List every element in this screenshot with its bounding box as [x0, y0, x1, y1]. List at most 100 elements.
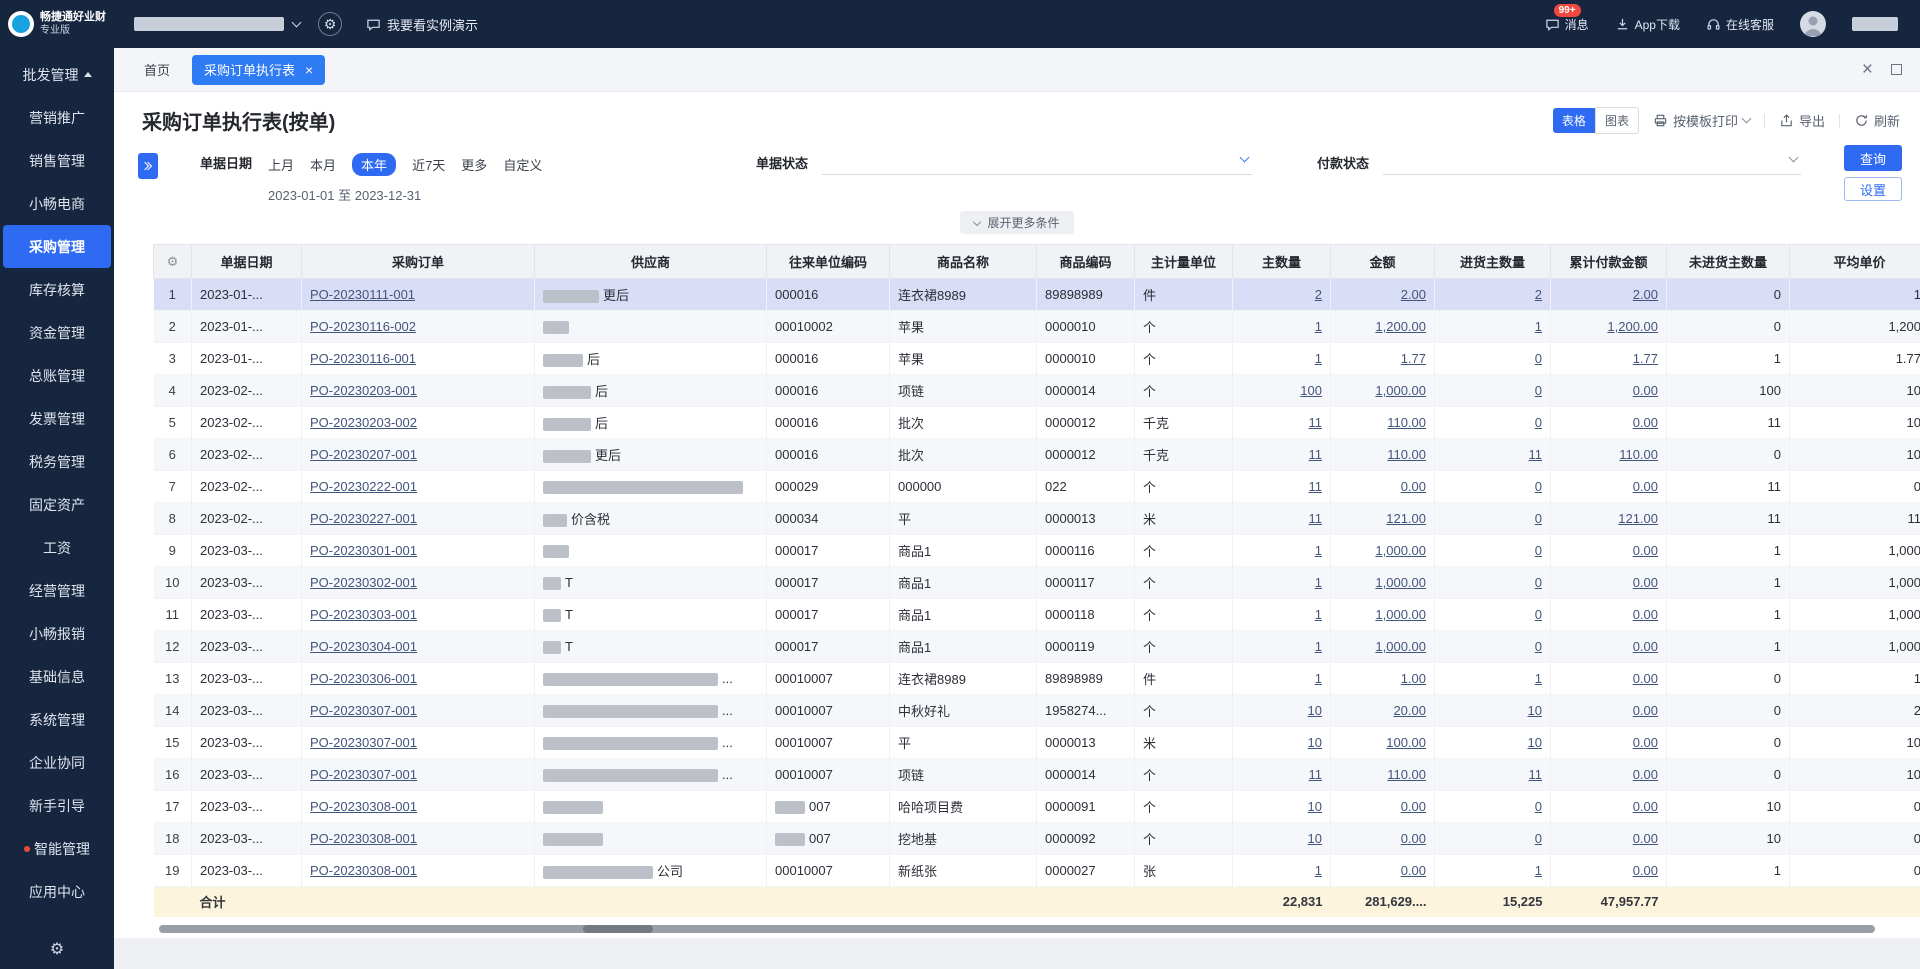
chart-view-button[interactable]: 图表 — [1594, 107, 1639, 134]
date-option-2[interactable]: 本月 — [310, 158, 337, 173]
qty-link[interactable]: 1 — [1314, 863, 1322, 878]
column-header-2[interactable]: 采购订单 — [301, 244, 535, 279]
paid-link[interactable]: 0.00 — [1632, 799, 1658, 814]
column-header-11[interactable]: 累计付款金额 — [1550, 244, 1667, 279]
in-qty-link[interactable]: 1 — [1534, 863, 1542, 878]
pay-status-select[interactable] — [1383, 152, 1802, 175]
in-qty-link[interactable]: 0 — [1534, 639, 1542, 654]
date-range[interactable]: 2023-01-01 至 2023-12-31 — [268, 188, 422, 203]
paid-link[interactable]: 121.00 — [1618, 511, 1658, 526]
column-settings-gear-icon[interactable]: ⚙ — [153, 244, 192, 279]
sidebar-item-5[interactable]: 采购管理 — [3, 225, 111, 268]
grid-row-1[interactable]: 1 2023-01-... PO-20230111-001 更后 000016 连衣裙89… — [153, 278, 1920, 311]
in-qty-link[interactable]: 0 — [1534, 831, 1542, 846]
grid-row-9[interactable]: 9 2023-03-... PO-20230301-001 000017 商品1 0000… — [153, 534, 1920, 567]
qty-link[interactable]: 11 — [1308, 511, 1323, 526]
column-header-5[interactable]: 商品名称 — [889, 244, 1037, 279]
in-qty-link[interactable]: 0 — [1534, 575, 1542, 590]
in-qty-link[interactable]: 1 — [1534, 671, 1542, 686]
po-link[interactable]: PO-20230302-001 — [310, 575, 417, 590]
amount-link[interactable]: 110.00 — [1387, 415, 1426, 430]
sidebar-item-8[interactable]: 总账管理 — [3, 354, 111, 397]
paid-link[interactable]: 0.00 — [1632, 671, 1658, 686]
amount-link[interactable]: 2.00 — [1400, 287, 1426, 302]
po-link[interactable]: PO-20230111-001 — [310, 287, 416, 302]
po-link[interactable]: PO-20230307-001 — [310, 767, 417, 782]
amount-link[interactable]: 121.00 — [1386, 511, 1426, 526]
date-option-4[interactable]: 近7天 — [412, 158, 446, 173]
table-view-button[interactable]: 表格 — [1552, 108, 1595, 133]
grid-row-11[interactable]: 11 2023-03-... PO-20230303-001 T 000017 商品1 00… — [153, 598, 1920, 631]
date-option-5[interactable]: 更多 — [461, 158, 488, 173]
tab-home[interactable]: 首页 — [144, 63, 171, 78]
in-qty-link[interactable]: 0 — [1534, 415, 1542, 430]
collapse-filter-button[interactable] — [138, 153, 158, 179]
po-link[interactable]: PO-20230203-001 — [310, 383, 417, 398]
amount-link[interactable]: 0.00 — [1400, 831, 1426, 846]
paid-link[interactable]: 0.00 — [1632, 703, 1658, 718]
grid-row-19[interactable]: 19 2023-03-... PO-20230308-001 公司 00010007 新纸… — [153, 854, 1920, 887]
paid-link[interactable]: 0.00 — [1632, 383, 1658, 398]
amount-link[interactable]: 1,000.00 — [1375, 383, 1426, 398]
refresh-button[interactable]: 刷新 — [1854, 111, 1900, 130]
amount-link[interactable]: 1,000.00 — [1375, 575, 1426, 590]
settings-button[interactable]: 设置 — [1844, 177, 1902, 201]
column-header-7[interactable]: 主计量单位 — [1134, 244, 1233, 279]
column-header-6[interactable]: 商品编码 — [1036, 244, 1135, 279]
qty-link[interactable]: 2 — [1314, 287, 1322, 302]
demo-link[interactable]: 我要看实例演示 — [366, 15, 478, 34]
column-header-1[interactable]: 单据日期 — [191, 244, 302, 279]
date-option-1[interactable]: 上月 — [268, 158, 295, 173]
column-header-10[interactable]: 进货主数量 — [1434, 244, 1551, 279]
paid-link[interactable]: 1.77 — [1632, 351, 1658, 366]
sidebar-item-7[interactable]: 资金管理 — [3, 311, 111, 354]
po-link[interactable]: PO-20230308-001 — [310, 863, 417, 878]
po-link[interactable]: PO-20230303-001 — [310, 607, 417, 622]
fullscreen-icon[interactable] — [1891, 64, 1902, 75]
grid-row-6[interactable]: 6 2023-02-... PO-20230207-001 更后 000016 批次 000… — [153, 438, 1920, 471]
grid-row-4[interactable]: 4 2023-02-... PO-20230203-001 后 000016 项链 0000… — [153, 374, 1920, 407]
horizontal-scrollbar[interactable] — [153, 924, 1893, 933]
grid-row-7[interactable]: 7 2023-02-... PO-20230222-001 000029 000000 0… — [153, 470, 1920, 503]
in-qty-link[interactable]: 0 — [1534, 607, 1542, 622]
export-button[interactable]: 导出 — [1779, 111, 1825, 130]
search-button[interactable]: 查询 — [1844, 145, 1902, 171]
sidebar-item-20[interactable]: 应用中心 — [3, 870, 111, 913]
po-link[interactable]: PO-20230307-001 — [310, 703, 417, 718]
qty-link[interactable]: 10 — [1307, 703, 1322, 718]
sidebar-item-15[interactable]: 基础信息 — [3, 655, 111, 698]
grid-row-3[interactable]: 3 2023-01-... PO-20230116-001 后 000016 苹果 0000… — [153, 342, 1920, 375]
column-header-8[interactable]: 主数量 — [1232, 244, 1331, 279]
grid-row-10[interactable]: 10 2023-03-... PO-20230302-001 T 000017 商品1 00… — [153, 566, 1920, 599]
grid-row-2[interactable]: 2 2023-01-... PO-20230116-002 00010002 苹果 000… — [153, 310, 1920, 343]
grid-row-16[interactable]: 16 2023-03-... PO-20230307-001... 00010007 项… — [153, 758, 1920, 791]
qty-link[interactable]: 1 — [1314, 607, 1322, 622]
doc-status-select[interactable] — [822, 152, 1253, 175]
grid-row-17[interactable]: 17 2023-03-... PO-20230308-001 007 哈哈项目费 0000… — [153, 790, 1920, 823]
org-settings-gear-icon[interactable]: ⚙ — [318, 12, 342, 36]
sidebar-item-10[interactable]: 税务管理 — [3, 440, 111, 483]
paid-link[interactable]: 0.00 — [1632, 863, 1658, 878]
in-qty-link[interactable]: 2 — [1534, 287, 1542, 302]
in-qty-link[interactable]: 11 — [1528, 767, 1543, 782]
grid-row-13[interactable]: 13 2023-03-... PO-20230306-001... 00010007 连… — [153, 662, 1920, 695]
date-option-6[interactable]: 自定义 — [503, 158, 543, 173]
qty-link[interactable]: 1 — [1314, 543, 1322, 558]
org-selector[interactable] — [134, 17, 302, 31]
sidebar-item-1[interactable]: 批发管理 — [3, 53, 111, 96]
scrollbar-thumb[interactable] — [159, 924, 1875, 933]
amount-link[interactable]: 1,000.00 — [1375, 607, 1426, 622]
paid-link[interactable]: 110.00 — [1619, 447, 1658, 462]
in-qty-link[interactable]: 0 — [1534, 799, 1542, 814]
sidebar-item-9[interactable]: 发票管理 — [3, 397, 111, 440]
sidebar-item-17[interactable]: 企业协同 — [3, 741, 111, 784]
grid-row-18[interactable]: 18 2023-03-... PO-20230308-001 007 挖地基 000009… — [153, 822, 1920, 855]
paid-link[interactable]: 0.00 — [1632, 767, 1658, 782]
in-qty-link[interactable]: 0 — [1534, 543, 1542, 558]
po-link[interactable]: PO-20230308-001 — [310, 799, 417, 814]
po-link[interactable]: PO-20230222-001 — [310, 479, 417, 494]
amount-link[interactable]: 1.77 — [1400, 351, 1426, 366]
sidebar-item-3[interactable]: 销售管理 — [3, 139, 111, 182]
qty-link[interactable]: 10 — [1307, 799, 1322, 814]
column-header-13[interactable]: 平均单价 — [1789, 244, 1920, 279]
